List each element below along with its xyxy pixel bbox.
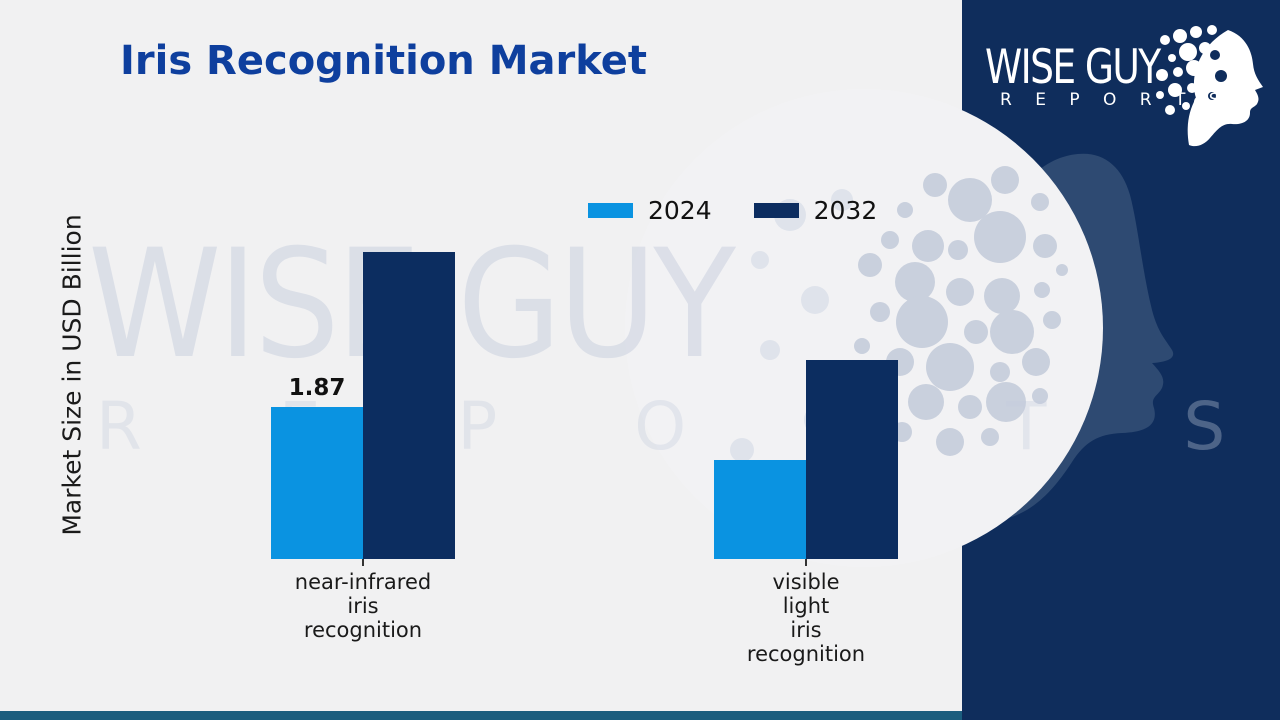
y-axis-label: Market Size in USD Billion (57, 214, 87, 536)
bar-value-label: 1.87 (288, 375, 346, 401)
bar-2024-visible-light-iris-recognition (714, 460, 806, 559)
chart-title: Iris Recognition Market (120, 38, 648, 84)
bar-2032-near-infrared-iris-recognition (363, 252, 455, 559)
bar-2024-near-infrared-iris-recognition (271, 407, 363, 559)
bar-2032-visible-light-iris-recognition (806, 360, 898, 559)
x-axis-tick (362, 559, 364, 566)
bottom-strip (0, 711, 962, 720)
x-axis-tick (805, 559, 807, 566)
category-label-near-infrared-iris-recognition: near-infrared iris recognition (294, 570, 432, 642)
legend-item-2032: 2032 (753, 196, 878, 225)
legend-label-2024: 2024 (648, 196, 712, 225)
chart-legend: 2024 2032 (588, 196, 877, 225)
category-label-visible-light-iris-recognition: visible light iris recognition (746, 570, 866, 666)
legend-swatch-2024 (588, 203, 633, 218)
legend-item-2024: 2024 (588, 196, 712, 225)
logo-brand-text: WISE GUY (985, 40, 1161, 95)
legend-swatch-2032 (753, 203, 799, 218)
dot-brain-pattern (854, 166, 1068, 456)
legend-label-2032: 2032 (813, 196, 878, 225)
logo-face-icon (1156, 25, 1263, 147)
logo-subtitle-text: R E P O R T S (1000, 90, 1229, 110)
